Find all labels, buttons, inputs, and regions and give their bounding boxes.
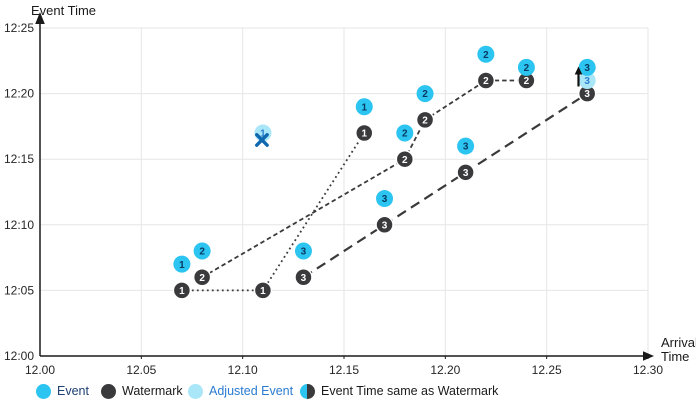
y-axis-arrow-icon <box>35 12 45 24</box>
legend-label-watermark: Watermark <box>122 384 183 398</box>
svg-text:12:05: 12:05 <box>4 283 34 297</box>
svg-text:12:25: 12:25 <box>4 21 34 35</box>
svg-text:1: 1 <box>260 286 266 297</box>
event-point-3: 3 <box>376 190 394 208</box>
event-point-2: 2 <box>396 124 414 142</box>
svg-text:12.10: 12.10 <box>228 363 258 377</box>
svg-text:1: 1 <box>361 129 367 140</box>
svg-text:3: 3 <box>584 63 590 74</box>
legend-label-event: Event <box>57 384 89 398</box>
watermark-point-1: 1 <box>253 281 273 300</box>
axes <box>39 22 646 357</box>
x-axis-title-line2: Time <box>661 349 689 364</box>
legend-item-event-same-as-watermark: Event Time same as Watermark <box>300 381 498 401</box>
svg-text:2: 2 <box>422 89 428 100</box>
event-point-1: 1 <box>355 98 373 116</box>
svg-text:12:10: 12:10 <box>4 218 34 232</box>
svg-text:1: 1 <box>361 102 367 113</box>
adjusted-event-legend-icon <box>188 383 203 399</box>
svg-text:3: 3 <box>463 142 469 153</box>
event-point-3: 3 <box>578 58 596 76</box>
legend-item-adjusted-event: Adjusted Event <box>188 381 293 401</box>
svg-text:3: 3 <box>382 194 388 205</box>
watermark-line-3 <box>302 92 588 279</box>
svg-text:2: 2 <box>483 50 489 61</box>
svg-text:12:20: 12:20 <box>4 87 34 101</box>
x-axis-title-line1: Arrival <box>661 335 696 350</box>
adjusted-event-point-3: 3 <box>578 71 596 89</box>
svg-text:2: 2 <box>422 115 428 126</box>
svg-text:1: 1 <box>179 286 185 297</box>
svg-text:1: 1 <box>179 260 185 271</box>
svg-text:12.00: 12.00 <box>25 363 55 377</box>
event-point-2: 2 <box>477 45 495 63</box>
legend-label-event-same-as-watermark: Event Time same as Watermark <box>321 384 499 398</box>
watermark-line-1 <box>181 132 366 292</box>
svg-text:2: 2 <box>483 76 489 87</box>
svg-text:1: 1 <box>260 129 266 140</box>
watermark-point-1: 1 <box>355 123 374 143</box>
event-legend-icon <box>36 383 51 399</box>
svg-text:12.30: 12.30 <box>633 363 663 377</box>
gridlines <box>40 27 649 356</box>
x-tick-labels: 12.00 12.05 12.10 12.15 12.20 12.25 12.30 <box>25 363 663 377</box>
svg-text:12.25: 12.25 <box>532 363 562 377</box>
svg-text:2: 2 <box>199 273 205 284</box>
watermark-point-3: 3 <box>456 163 475 182</box>
adjusted-event-x-icon <box>255 133 269 147</box>
watermark-point-2: 2 <box>476 71 496 90</box>
event-point-2: 2 <box>517 58 535 76</box>
legend-label-adjusted-event: Adjusted Event <box>209 384 294 398</box>
svg-text:2: 2 <box>402 129 408 140</box>
svg-text:3: 3 <box>463 168 469 179</box>
svg-text:2: 2 <box>402 155 408 166</box>
svg-text:3: 3 <box>584 89 590 100</box>
legend-item-watermark: Watermark <box>101 381 183 401</box>
watermark-point-2: 2 <box>192 268 212 287</box>
chart-legend: Event Watermark Adjusted Event Event Tim… <box>0 381 696 401</box>
svg-text:12.05: 12.05 <box>126 363 156 377</box>
adjusted-event-up-arrow-icon <box>574 66 583 87</box>
event-point-3: 3 <box>294 242 312 260</box>
watermark-point-2: 2 <box>415 110 435 130</box>
svg-text:12:15: 12:15 <box>4 152 34 166</box>
svg-text:12.20: 12.20 <box>430 363 460 377</box>
svg-text:2: 2 <box>524 76 530 87</box>
watermark-point-3: 3 <box>294 268 313 287</box>
watermark-point-1: 1 <box>172 281 192 300</box>
watermark-point-2: 2 <box>395 149 415 169</box>
event-same-as-watermark-legend-icon <box>300 383 315 399</box>
event-point-2: 2 <box>416 85 434 103</box>
svg-text:2: 2 <box>199 247 205 258</box>
event-point-1: 1 <box>173 255 191 273</box>
svg-text:3: 3 <box>301 247 307 258</box>
svg-text:3: 3 <box>301 273 307 284</box>
watermark-legend-icon <box>101 383 116 399</box>
legend-item-event: Event <box>36 381 89 401</box>
svg-text:2: 2 <box>524 63 530 74</box>
y-axis-title: Event Time <box>31 3 96 18</box>
svg-text:3: 3 <box>584 76 590 87</box>
svg-text:12.15: 12.15 <box>329 363 359 377</box>
watermark-point-3: 3 <box>375 215 394 235</box>
y-tick-labels: 12:00 12:05 12:10 12:15 12:20 12:25 <box>4 21 34 363</box>
svg-text:12:00: 12:00 <box>4 349 34 363</box>
event-point-2: 2 <box>193 242 211 260</box>
event-point-3: 3 <box>457 137 475 155</box>
svg-text:3: 3 <box>382 220 388 231</box>
watermark-chart: 12:00 12:05 12:10 12:15 12:20 12:25 12.00 12.05… <box>4 3 696 377</box>
x-axis-ticks <box>140 356 649 359</box>
